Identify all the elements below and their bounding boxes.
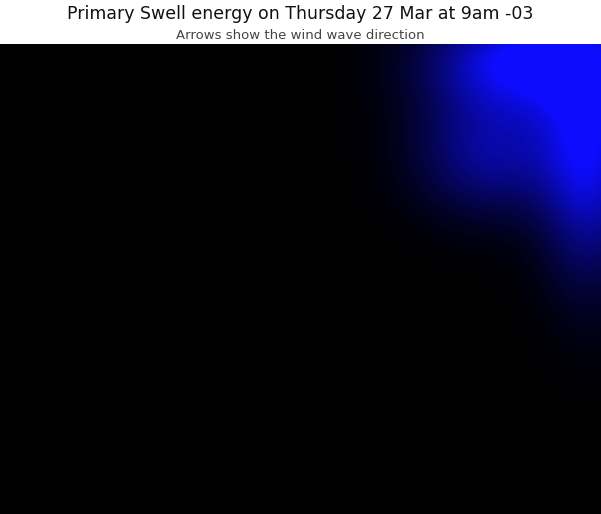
Text: Arrows show the wind wave direction: Arrows show the wind wave direction — [176, 29, 425, 42]
Text: Primary Swell energy on Thursday 27 Mar at 9am -03: Primary Swell energy on Thursday 27 Mar … — [67, 5, 534, 23]
